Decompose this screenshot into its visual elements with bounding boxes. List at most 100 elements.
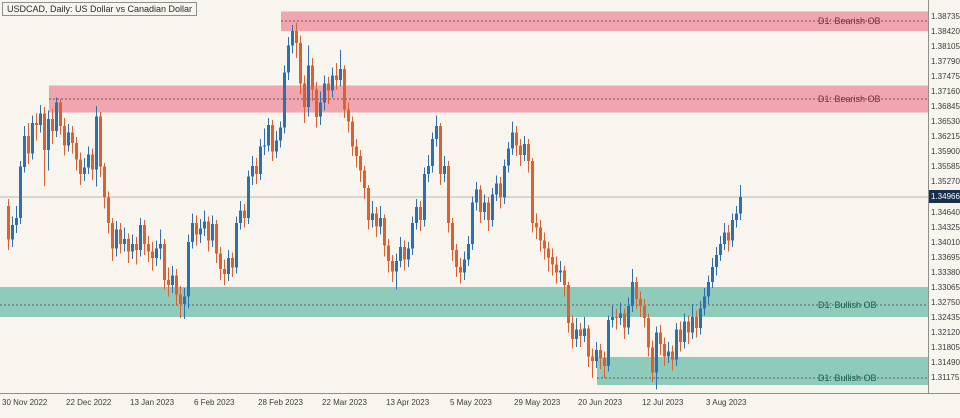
price-tick-label: 1.35585 — [931, 162, 960, 172]
date-tick-label: 5 May 2023 — [450, 398, 492, 407]
candle — [303, 75, 306, 123]
candle — [135, 237, 138, 265]
candle — [367, 184, 370, 230]
candle — [611, 305, 614, 328]
price-tick-label: 1.38420 — [931, 27, 960, 37]
candle — [99, 111, 102, 178]
price-axis[interactable]: 1.34966 1.38735 1.38420 1.38105 1.37790 1.37… — [928, 0, 960, 393]
candle — [31, 115, 34, 160]
candle — [651, 340, 654, 382]
candle — [687, 315, 690, 344]
date-tick-label: 20 Jun 2023 — [578, 398, 623, 407]
candle — [639, 291, 642, 317]
candle — [123, 227, 126, 252]
candle — [151, 242, 154, 271]
candle — [15, 205, 18, 233]
candle — [727, 224, 730, 252]
candle — [159, 229, 162, 260]
candle — [483, 194, 486, 221]
price-tick-label: 1.33065 — [931, 282, 960, 292]
price-tick-label: 1.32120 — [931, 327, 960, 337]
candle — [355, 139, 358, 168]
price-tick-label: 1.34010 — [931, 237, 960, 247]
price-tick-label: 1.38105 — [931, 42, 960, 52]
candle — [511, 121, 514, 155]
candle — [463, 251, 466, 281]
price-tick-label: 1.38735 — [931, 12, 960, 22]
candle — [283, 65, 286, 134]
candle — [455, 243, 458, 278]
candle — [187, 234, 190, 309]
candle — [435, 115, 438, 147]
candle — [183, 288, 186, 320]
candle — [675, 323, 678, 366]
candle — [171, 265, 174, 293]
candle — [535, 213, 538, 240]
candle — [267, 118, 270, 152]
candle — [607, 315, 610, 372]
date-tick-label: 6 Feb 2023 — [194, 398, 235, 407]
order-block-zone-bearish-2[interactable] — [49, 85, 928, 113]
candle — [547, 242, 550, 272]
zone-label: D1: Bearish OB — [818, 94, 881, 104]
candlestick-chart: D1: Bearish OB D1: Bearish OB D1: Bullish … — [0, 11, 928, 390]
order-block-zone-bearish-1[interactable] — [281, 11, 928, 31]
candle — [347, 102, 350, 133]
candle — [519, 139, 522, 166]
price-tick-label: 1.34325 — [931, 222, 960, 232]
candle — [23, 126, 26, 173]
candle — [223, 259, 226, 285]
candle — [587, 324, 590, 367]
candle — [27, 122, 30, 164]
candle — [539, 220, 542, 252]
candle — [43, 107, 46, 186]
order-block-zone-bullish-4[interactable] — [597, 356, 928, 385]
order-block-zone-bullish-3[interactable] — [0, 286, 928, 317]
candle — [515, 126, 518, 157]
price-tick-label: 1.36530 — [931, 117, 960, 127]
candle — [715, 246, 718, 276]
candle — [719, 235, 722, 261]
candle — [259, 139, 262, 181]
candle — [495, 175, 498, 201]
price-tick-label: 1.37790 — [931, 57, 960, 67]
candle — [307, 45, 310, 117]
candle — [543, 232, 546, 260]
date-tick-label: 30 Nov 2022 — [2, 398, 48, 407]
candle — [731, 213, 734, 247]
current-price-tag: 1.34966 — [929, 190, 960, 204]
price-tick-label: 1.32750 — [931, 297, 960, 307]
candle — [583, 316, 586, 342]
candle — [199, 219, 202, 243]
candle — [335, 62, 338, 90]
candle — [91, 148, 94, 181]
candle — [571, 315, 574, 349]
price-tick-label: 1.35900 — [931, 147, 960, 157]
candle — [19, 161, 22, 224]
candle — [191, 213, 194, 249]
price-tick-label: 1.35270 — [931, 177, 960, 187]
candle — [407, 242, 410, 267]
price-tick-label: 1.31805 — [931, 342, 960, 352]
plot-area[interactable]: D1: Bearish OB D1: Bearish OB D1: Bullish … — [0, 0, 928, 393]
candle — [551, 248, 554, 276]
candle — [439, 122, 442, 185]
candle — [559, 261, 562, 282]
candle — [47, 110, 50, 171]
candle — [487, 197, 490, 231]
price-tick-label: 1.31175 — [931, 372, 960, 382]
candle — [427, 154, 430, 182]
zone-label: D1: Bearish OB — [818, 16, 881, 26]
candle — [255, 158, 258, 184]
candle — [11, 216, 14, 247]
candle — [51, 108, 54, 144]
candle — [475, 182, 478, 211]
candle — [75, 137, 78, 171]
candle — [311, 58, 314, 101]
candle — [419, 201, 422, 231]
candle — [603, 351, 606, 379]
time-axis[interactable]: 30 Nov 2022 22 Dec 2022 13 Jan 2023 6 Feb 2… — [0, 393, 960, 418]
candle — [595, 342, 598, 368]
candle — [323, 75, 326, 111]
